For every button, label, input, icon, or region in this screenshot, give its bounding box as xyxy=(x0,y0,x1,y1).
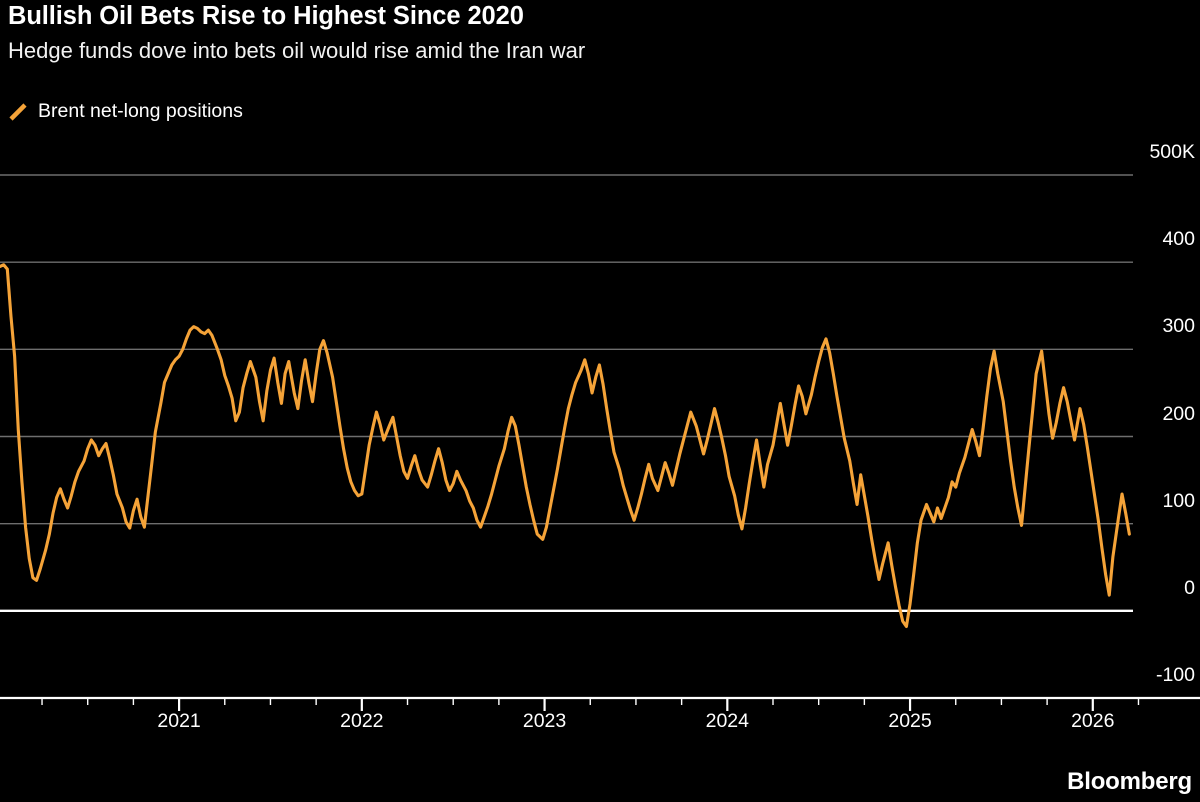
legend-label-brent: Brent net-long positions xyxy=(38,100,243,122)
gridlines xyxy=(0,174,1133,613)
x-axis-tick-label: 2026 xyxy=(1071,710,1115,732)
y-axis-tick-label: 400 xyxy=(1162,228,1195,251)
bloomberg-logo: Bloomberg xyxy=(1067,768,1192,795)
y-axis-tick-label: 0 xyxy=(1184,576,1195,599)
x-axis-ticks xyxy=(0,696,1200,711)
y-axis-tick-label: 100 xyxy=(1162,489,1195,512)
x-axis-tick-label: 2021 xyxy=(157,710,201,732)
y-axis-tick-label: 300 xyxy=(1162,315,1195,338)
x-axis-tick-label: 2023 xyxy=(522,710,567,732)
x-axis-tick-label: 2024 xyxy=(705,710,750,732)
y-axis-tick-label: 500K xyxy=(1149,141,1195,163)
chart-legend: Brent net-long positions xyxy=(8,100,243,123)
y-axis-tick-label: -100 xyxy=(1155,664,1195,686)
orange-slash-icon xyxy=(8,101,28,123)
series-line-brent xyxy=(0,263,1131,629)
x-axis-tick-label: 2025 xyxy=(888,710,932,732)
page-subtitle: Hedge funds dove into bets oil would ris… xyxy=(8,38,586,63)
page-title: Bullish Oil Bets Rise to Highest Since 2… xyxy=(8,2,524,30)
x-axis-tick-label: 2022 xyxy=(340,710,384,732)
y-axis-tick-label: 200 xyxy=(1162,402,1195,425)
